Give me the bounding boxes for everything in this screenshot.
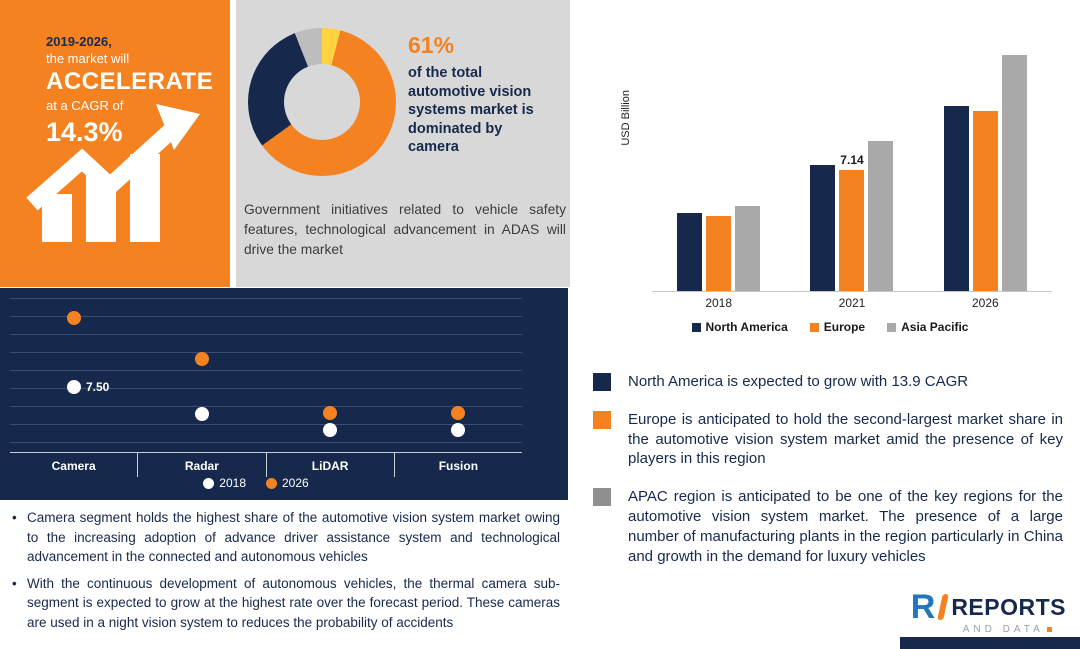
- growth-chart-icon: [26, 104, 200, 242]
- bar-europe-2026: [972, 110, 998, 291]
- dot-2018-camera: 7.50: [67, 379, 109, 394]
- dot-2026-fusion: [451, 405, 465, 420]
- segment-note-text-1: With the continuous development of auton…: [27, 575, 560, 630]
- legend-item-asia-pacific: Asia Pacific: [887, 320, 968, 334]
- footer-accent-bar: [900, 637, 1080, 649]
- region-note-0: North America is expected to grow with 1…: [593, 372, 1063, 392]
- bullet-square-icon: [593, 373, 611, 391]
- segment-note-text-0: Camera segment holds the highest share o…: [27, 510, 560, 565]
- dot-legend-swatch-2018: [203, 477, 215, 489]
- segment-dot-plot-panel: 7.50 Camera Radar LiDAR Fusion 2018 2026: [0, 288, 568, 500]
- dot-2018-lidar: [323, 423, 337, 438]
- donut-headline: 61% of the total automotive vision syste…: [408, 32, 550, 157]
- segment-note-0: • Camera segment holds the highest share …: [12, 508, 560, 567]
- dot-2026-camera: [67, 311, 81, 326]
- dot-legend-item-2026: 2026: [266, 476, 309, 490]
- bar-europe-2018: [706, 216, 732, 291]
- dot-2026-lidar: [323, 405, 337, 420]
- bar-chart-legend: North America Europe Asia Pacific: [600, 320, 1060, 334]
- dot-category-label-radar: Radar: [137, 453, 265, 477]
- segment-notes: • Camera segment holds the highest share …: [12, 508, 560, 639]
- dot-2018-radar: [195, 406, 209, 421]
- bullet-dot-icon: •: [12, 510, 17, 525]
- bar-x-label-2026: 2026: [971, 296, 999, 310]
- legend-label-europe: Europe: [823, 320, 866, 334]
- bar-asia-pacific-2026: [1001, 54, 1027, 291]
- reports-and-data-logo: R REPORTS AND DATA: [910, 588, 1066, 635]
- logo-slash-icon: [937, 594, 950, 621]
- region-note-1: Europe is anticipated to hold the second…: [593, 410, 1063, 469]
- legend-item-north-america: North America: [691, 320, 788, 334]
- bar-plot-area: 7.14: [652, 36, 1052, 292]
- legend-label-asia-pacific: Asia Pacific: [901, 320, 969, 334]
- donut-chart: [248, 28, 396, 176]
- dot-plot-category-axis: Camera Radar LiDAR Fusion: [10, 452, 522, 477]
- dot-2026-radar: [195, 352, 209, 367]
- legend-swatch-asia-pacific: [887, 322, 897, 332]
- bar-value-label: 7.14: [840, 152, 864, 167]
- dot-2018-fusion: [451, 423, 465, 438]
- segment-note-1: • With the continuous development of auto…: [12, 574, 560, 633]
- logo-row: R REPORTS: [910, 588, 1066, 626]
- region-note-text-1: Europe is anticipated to hold the second…: [628, 410, 1063, 468]
- donut-headline-text: of the total automotive vision systems m…: [408, 65, 534, 156]
- dot-category-label-camera: Camera: [51, 459, 96, 473]
- bar-north-america-2021: [810, 165, 836, 291]
- bar-x-label-2021: 2021: [838, 296, 866, 310]
- legend-swatch-north-america: [691, 322, 701, 332]
- donut-percent: 61%: [408, 32, 455, 58]
- dot-plot-area: 7.50: [10, 298, 522, 448]
- dot-plot-legend: 2018 2026: [0, 476, 512, 490]
- promo-years: 2019-2026,: [46, 34, 112, 49]
- bar-x-label-2018: 2018: [705, 296, 733, 310]
- dot-legend-label-2018: 2018: [219, 476, 246, 490]
- promo-line2: the market will: [46, 50, 130, 66]
- donut-panel: 61% of the total automotive vision syste…: [236, 0, 570, 287]
- logo-tagline-row: AND DATA: [963, 624, 1066, 635]
- region-note-text-2: APAC region is anticipated to be one of …: [628, 488, 1063, 565]
- logo-tagline: AND DATA: [962, 623, 1044, 635]
- logo-dot-icon: [1046, 626, 1052, 632]
- dot-category-label-lidar: LiDAR: [265, 453, 394, 477]
- dot-category-label-fusion: Fusion: [393, 453, 522, 477]
- dot-legend-swatch-2026: [266, 477, 277, 489]
- regional-bar-chart: USD Billion 7.14 2018 2021 2026: [600, 36, 1060, 336]
- bar-north-america-2026: [943, 105, 969, 291]
- bar-asia-pacific-2018: [735, 206, 761, 291]
- promo-accelerate: ACCELERATE: [46, 68, 214, 96]
- market-driver-text: Government initiatives related to vehicl…: [244, 202, 566, 257]
- bar-asia-pacific-2021: [868, 141, 894, 291]
- bar-group-2021: 7.14: [785, 36, 918, 291]
- dot-legend-label-2026: 2026: [282, 476, 309, 490]
- dot-legend-item-2018: 2018: [203, 476, 246, 490]
- bar-x-axis: 2018 2021 2026: [652, 292, 1052, 310]
- legend-swatch-europe: [809, 322, 819, 332]
- promo-cagr-value: 14.3%: [46, 116, 123, 147]
- bullet-square-icon: [593, 410, 611, 429]
- bar-group-2018: [652, 36, 785, 291]
- bar-europe-2021: 7.14: [839, 153, 865, 291]
- region-notes: North America is expected to grow with 1…: [593, 372, 1063, 584]
- y-axis-label: USD Billion: [620, 90, 632, 146]
- legend-item-europe: Europe: [809, 320, 866, 334]
- promo-line4: at a CAGR of: [46, 97, 124, 113]
- region-note-text-0: North America is expected to grow with 1…: [628, 373, 969, 390]
- cagr-promo-text: 2019-2026, the market will ACCELERATE at…: [46, 34, 213, 149]
- donut-hole: [284, 64, 360, 140]
- legend-label-north-america: North America: [705, 320, 788, 334]
- cagr-promo-panel: 2019-2026, the market will ACCELERATE at…: [0, 0, 230, 287]
- region-note-2: APAC region is anticipated to be one of …: [593, 487, 1063, 566]
- dot-value-label: 7.50: [86, 379, 110, 394]
- bar-group-2026: [919, 36, 1052, 291]
- bullet-square-icon: [593, 488, 611, 507]
- logo-monogram: R: [910, 588, 936, 626]
- logo-name: REPORTS: [951, 593, 1066, 620]
- bullet-dot-icon: •: [12, 575, 17, 591]
- bar-north-america-2018: [677, 212, 703, 291]
